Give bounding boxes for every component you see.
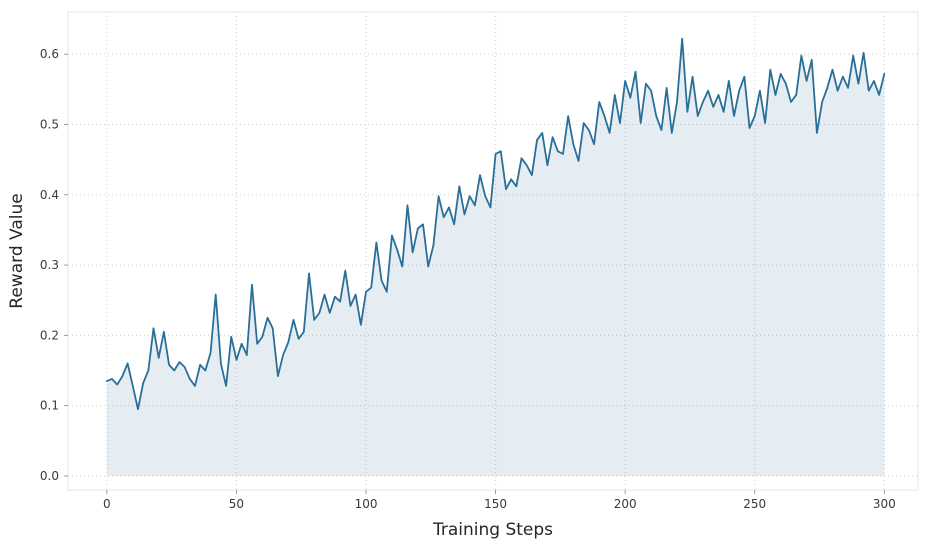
reward-line — [105, 37, 886, 411]
y-tick-label: 0.2 — [40, 328, 59, 342]
x-tick-label: 50 — [229, 497, 244, 511]
reward-series — [105, 37, 886, 476]
x-tick-label: 300 — [873, 497, 896, 511]
plot-border — [67, 11, 919, 491]
gridlines — [67, 11, 919, 491]
y-axis-label: Reward Value — [7, 193, 27, 308]
x-tick-label: 200 — [614, 497, 637, 511]
x-tick-label: 100 — [355, 497, 378, 511]
axis-ticks: 0 50 100 150 200 250 300 0.0 0.1 0.2 0.3 0.4 0.5 0.6 — [40, 47, 896, 511]
x-tick-label: 250 — [743, 497, 766, 511]
x-axis-label: Training Steps — [432, 520, 553, 540]
y-tick-label: 0.0 — [40, 469, 59, 483]
x-tick-label: 150 — [484, 497, 507, 511]
y-tick-label: 0.3 — [40, 258, 59, 272]
y-tick-label: 0.6 — [40, 47, 59, 61]
reward-area-fill — [106, 38, 885, 476]
y-tick-label: 0.4 — [40, 188, 59, 202]
x-tick-label: 0 — [103, 497, 111, 511]
y-tick-label: 0.5 — [40, 117, 59, 131]
y-tick-label: 0.1 — [40, 399, 59, 413]
